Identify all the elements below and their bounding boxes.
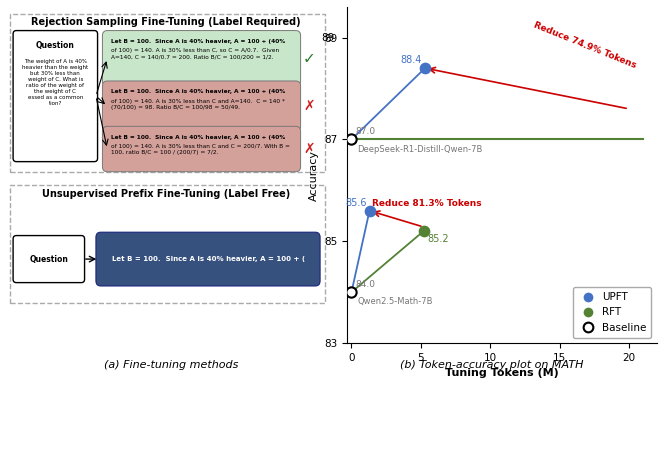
FancyBboxPatch shape (13, 31, 98, 162)
Text: 84.0: 84.0 (355, 280, 375, 289)
Text: Question: Question (30, 255, 68, 264)
Point (420, 64, 430, 72)
Text: of 100) = 140. A is 30% less than C and A=140.  C = 140 *
(70/100) = 98. Ratio B: of 100) = 140. A is 30% less than C and … (111, 99, 284, 110)
Text: Unsupervised Prefix Fine-Tuning (Label Free): Unsupervised Prefix Fine-Tuning (Label F… (42, 188, 290, 198)
Text: DeepSeek-R1-Distill-Qwen-7B: DeepSeek-R1-Distill-Qwen-7B (357, 144, 482, 154)
Text: Let B = 100.  Since A is 40% heavier, A = 100 + (40%: Let B = 100. Since A is 40% heavier, A =… (111, 39, 285, 44)
Text: Reduce 74.9% Tokens: Reduce 74.9% Tokens (532, 21, 637, 70)
Text: Let B = 100.  Since A is 40% heavier, A = 100 + (40%: Let B = 100. Since A is 40% heavier, A =… (111, 89, 285, 94)
Text: ✓: ✓ (302, 51, 315, 66)
Text: 89: 89 (321, 32, 335, 43)
Text: Let B = 100.  Since A is 40% heavier, A = 100 + (40%: Let B = 100. Since A is 40% heavier, A =… (111, 135, 285, 140)
FancyBboxPatch shape (13, 235, 84, 282)
Text: ✗: ✗ (303, 99, 315, 113)
Point (346, 289, 357, 296)
Text: 87.0: 87.0 (355, 127, 375, 136)
Text: 85.6: 85.6 (345, 198, 367, 208)
FancyBboxPatch shape (102, 126, 300, 172)
Legend: UPFT, RFT, Baseline: UPFT, RFT, Baseline (573, 287, 651, 338)
Y-axis label: Accuracy: Accuracy (309, 149, 319, 201)
Text: The weight of A is 40%
heavier than the weight
but 30% less than
weight of C. Wh: The weight of A is 40% heavier than the … (22, 59, 88, 106)
Text: ✗: ✗ (303, 142, 315, 156)
Text: 85.2: 85.2 (428, 234, 449, 243)
Text: of 100) = 140. A is 30% less than C, so C = A/0.7.  Given
A=140, C = 140/0.7 = 2: of 100) = 140. A is 30% less than C, so … (111, 48, 279, 59)
Text: (a) Fine-tuning methods: (a) Fine-tuning methods (104, 360, 239, 369)
Text: Let B = 100.  Since A is 40% heavier, A = 100 + (: Let B = 100. Since A is 40% heavier, A =… (112, 256, 304, 262)
Point (418, 227, 429, 235)
Text: of 100) = 140. A is 30% less than C and C = 200/7. With B =
100, ratio B/C = 100: of 100) = 140. A is 30% less than C and … (111, 144, 290, 155)
Text: 88.4: 88.4 (401, 55, 422, 65)
FancyBboxPatch shape (102, 81, 300, 132)
Text: (b) Token-accuracy plot on MATH: (b) Token-accuracy plot on MATH (400, 360, 583, 369)
Point (364, 207, 375, 214)
Text: Qwen2.5-Math-7B: Qwen2.5-Math-7B (357, 297, 432, 306)
Point (346, 136, 357, 143)
X-axis label: Tuning Tokens (M): Tuning Tokens (M) (445, 368, 559, 378)
FancyBboxPatch shape (96, 232, 320, 286)
Text: Question: Question (36, 40, 75, 50)
Text: Reduce 81.3% Tokens: Reduce 81.3% Tokens (372, 199, 482, 208)
Text: Rejection Sampling Fine-Tuning (Label Required): Rejection Sampling Fine-Tuning (Label Re… (31, 17, 300, 27)
FancyBboxPatch shape (102, 31, 300, 86)
